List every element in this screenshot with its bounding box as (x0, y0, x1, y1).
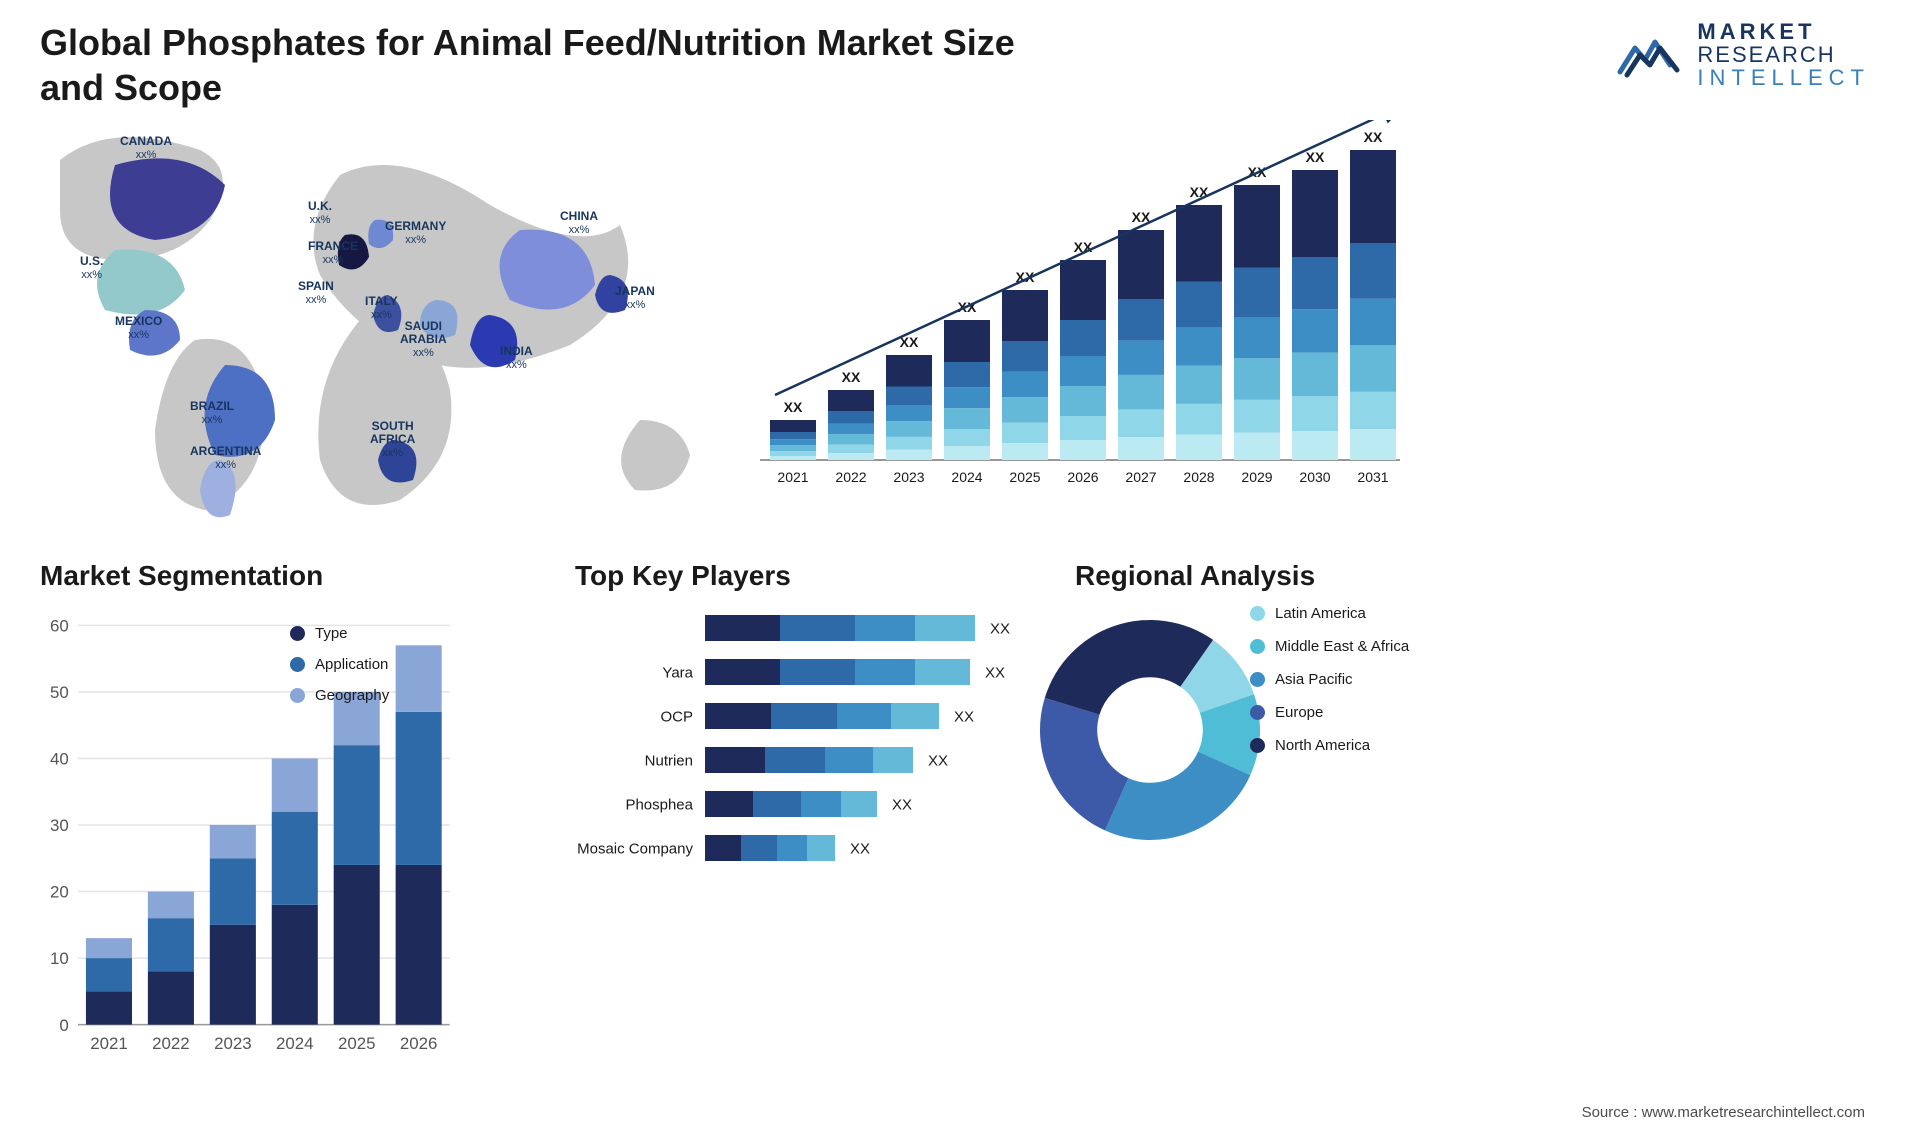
svg-text:XX: XX (954, 709, 974, 726)
regional-legend: Latin America Middle East & Africa Asia Pa… (1250, 605, 1440, 770)
map-label: FRANCExx% (308, 240, 358, 266)
map-label: SOUTHAFRICAxx% (370, 420, 415, 460)
svg-text:20: 20 (50, 883, 69, 902)
segmentation-legend: Type Application Geography (290, 625, 460, 718)
svg-text:2028: 2028 (1183, 469, 1214, 485)
map-label: GERMANYxx% (385, 220, 446, 246)
logo-text-2: RESEARCH (1697, 43, 1870, 66)
map-label: U.S.xx% (80, 255, 103, 281)
svg-text:40: 40 (50, 750, 69, 769)
map-us (97, 250, 185, 315)
market-size-chart: XX2021XX2022XX2023XX2024XX2025XX2026XX20… (760, 120, 1400, 490)
map-label: CHINAxx% (560, 210, 598, 236)
legend-item: North America (1250, 737, 1440, 754)
map-label: SPAINxx% (298, 280, 334, 306)
svg-text:2022: 2022 (835, 469, 866, 485)
svg-text:50: 50 (50, 683, 69, 702)
logo-text-3: INTELLECT (1697, 66, 1870, 89)
legend-item: Asia Pacific (1250, 671, 1440, 688)
players-title: Top Key Players (575, 560, 791, 592)
page-title: Global Phosphates for Animal Feed/Nutrit… (40, 20, 1020, 110)
svg-text:2024: 2024 (951, 469, 982, 485)
svg-text:10: 10 (50, 949, 69, 968)
svg-text:2029: 2029 (1241, 469, 1272, 485)
map-label: ARGENTINAxx% (190, 445, 261, 471)
legend-item: Application (290, 656, 460, 673)
legend-item: Geography (290, 687, 460, 704)
source-text: Source : www.marketresearchintellect.com (1582, 1104, 1865, 1121)
map-label: SAUDIARABIAxx% (400, 320, 447, 360)
svg-text:Phosphea: Phosphea (625, 797, 693, 814)
svg-text:XX: XX (1306, 149, 1325, 165)
svg-text:XX: XX (985, 665, 1005, 682)
logo-mark-icon (1615, 30, 1685, 80)
svg-text:Yara: Yara (662, 665, 693, 682)
map-label: CANADAxx% (120, 135, 172, 161)
svg-text:XX: XX (850, 841, 870, 858)
segmentation-title: Market Segmentation (40, 560, 323, 592)
legend-item: Europe (1250, 704, 1440, 721)
svg-text:Nutrien: Nutrien (645, 753, 693, 770)
key-players-chart: XX XX XX XX XX XX Yara OCP Nutrien Phosphea Mosaic… (570, 600, 1010, 910)
svg-text:2030: 2030 (1299, 469, 1330, 485)
svg-text:Mosaic Company: Mosaic Company (577, 841, 693, 858)
map-label: JAPANxx% (615, 285, 655, 311)
map-label: U.K.xx% (308, 200, 332, 226)
svg-text:2026: 2026 (400, 1034, 438, 1053)
svg-text:2023: 2023 (214, 1034, 252, 1053)
svg-text:2025: 2025 (338, 1034, 376, 1053)
svg-text:2024: 2024 (276, 1034, 314, 1053)
svg-text:XX: XX (892, 797, 912, 814)
svg-text:30: 30 (50, 816, 69, 835)
legend-item: Latin America (1250, 605, 1440, 622)
svg-text:2031: 2031 (1357, 469, 1388, 485)
svg-text:2026: 2026 (1067, 469, 1098, 485)
legend-item: Type (290, 625, 460, 642)
map-label: ITALYxx% (365, 295, 398, 321)
svg-text:2021: 2021 (777, 469, 808, 485)
svg-text:XX: XX (1364, 129, 1383, 145)
svg-text:60: 60 (50, 617, 69, 636)
map-label: MEXICOxx% (115, 315, 162, 341)
map-label: BRAZILxx% (190, 400, 234, 426)
logo-text-1: MARKET (1697, 20, 1870, 43)
svg-text:XX: XX (784, 399, 803, 415)
svg-text:2022: 2022 (152, 1034, 190, 1053)
svg-text:OCP: OCP (660, 709, 693, 726)
svg-text:2021: 2021 (90, 1034, 128, 1053)
svg-text:2025: 2025 (1009, 469, 1040, 485)
legend-item: Middle East & Africa (1250, 638, 1440, 655)
svg-text:2023: 2023 (893, 469, 924, 485)
brand-logo: MARKET RESEARCH INTELLECT (1615, 20, 1870, 89)
svg-text:0: 0 (59, 1016, 68, 1035)
world-map: CANADAxx% U.S.xx% MEXICOxx% BRAZILxx% ARGENT… (30, 120, 730, 530)
svg-text:2027: 2027 (1125, 469, 1156, 485)
regional-title: Regional Analysis (1075, 560, 1315, 592)
map-label: INDIAxx% (500, 345, 533, 371)
svg-text:XX: XX (928, 753, 948, 770)
regional-donut (1020, 600, 1280, 860)
svg-text:XX: XX (990, 621, 1010, 638)
svg-text:XX: XX (842, 369, 861, 385)
